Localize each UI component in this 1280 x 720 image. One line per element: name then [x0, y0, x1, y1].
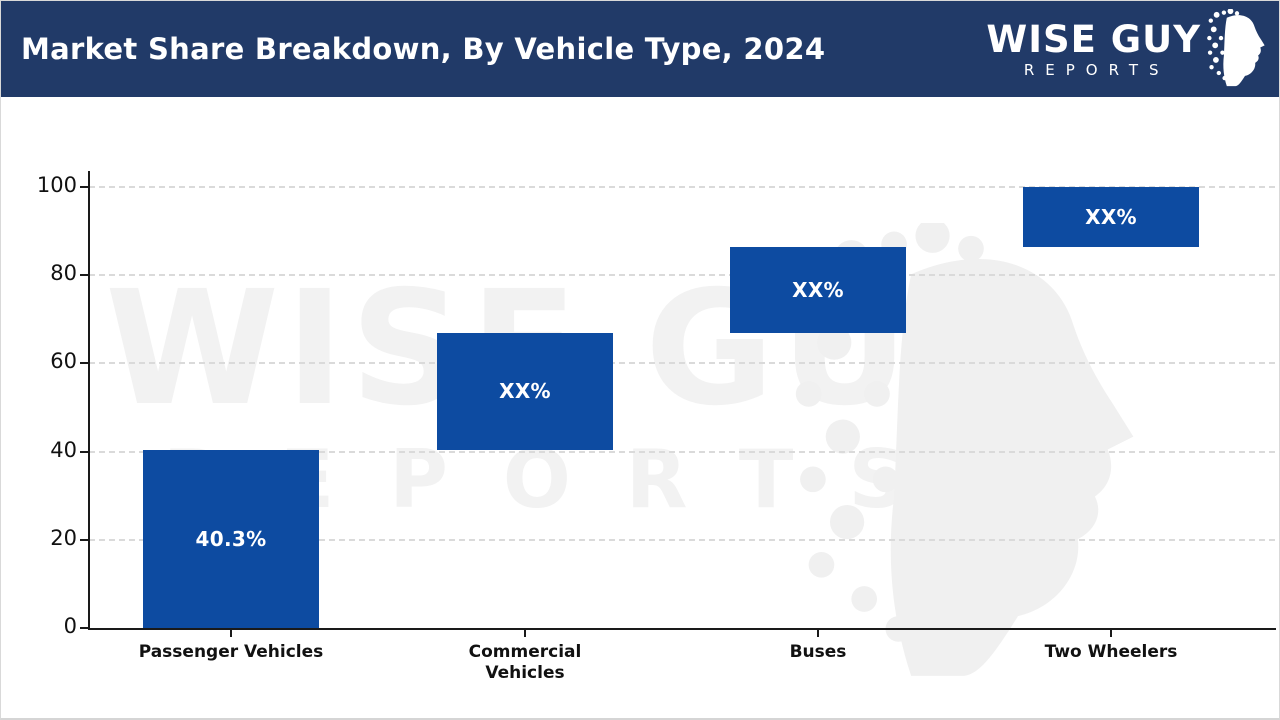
y-axis — [88, 171, 90, 630]
logo-subtext: REPORTS — [1023, 60, 1170, 79]
x-category-label: Passenger Vehicles — [116, 642, 346, 663]
gridline-40 — [89, 450, 1275, 453]
y-tick-40 — [80, 450, 89, 453]
x-category-label: Commercial Vehicles — [410, 642, 640, 684]
gridline-20 — [89, 538, 1275, 541]
y-tick-label-80: 80 — [50, 261, 77, 286]
x-category-label-line: Passenger Vehicles — [138, 642, 324, 662]
x-tick-2 — [817, 630, 819, 637]
x-category-label-line: Vehicles — [485, 663, 565, 683]
x-tick-1 — [524, 630, 526, 637]
y-tick-100 — [80, 186, 89, 188]
x-category-label-line: Two Wheelers — [1044, 642, 1178, 662]
chart-title: Market Share Breakdown, By Vehicle Type,… — [21, 32, 826, 66]
bar-buses: XX% — [730, 246, 906, 333]
bar-passenger-vehicles: 40.3% — [143, 450, 319, 628]
logo-text: WISE GUY REPORTS — [986, 17, 1201, 79]
logo-wordmark: WISE GUY — [986, 17, 1201, 61]
bar-value-label: XX% — [1085, 204, 1137, 229]
y-tick-label-20: 20 — [50, 525, 77, 550]
y-tick-20 — [80, 538, 89, 541]
gridline-100 — [89, 186, 1275, 188]
gridline-60 — [89, 362, 1275, 365]
x-category-label: Buses — [703, 642, 933, 663]
y-tick-label-60: 60 — [50, 349, 77, 374]
gridline-80 — [89, 274, 1275, 277]
y-tick-label-40: 40 — [50, 437, 77, 462]
y-tick-0 — [80, 627, 89, 629]
x-category-label: Two Wheelers — [996, 642, 1226, 663]
x-axis — [88, 628, 1276, 630]
x-tick-3 — [1110, 630, 1112, 637]
x-category-label-line: Buses — [789, 642, 847, 662]
bar-two-wheelers: XX% — [1023, 187, 1199, 247]
x-category-label-line: Commercial — [468, 642, 582, 662]
wiseguy-logo: WISE GUY REPORTS — [986, 7, 1269, 91]
bar-value-label: XX% — [499, 379, 551, 404]
y-tick-label-100: 100 — [36, 173, 77, 197]
logo-head-icon — [1207, 9, 1265, 87]
y-tick-label-0: 0 — [63, 614, 77, 638]
y-tick-60 — [80, 362, 89, 365]
header: Market Share Breakdown, By Vehicle Type,… — [1, 1, 1279, 97]
x-tick-0 — [230, 630, 232, 637]
bar-value-label: XX% — [792, 277, 844, 302]
bar-value-label: 40.3% — [195, 527, 267, 552]
y-tick-80 — [80, 274, 89, 277]
bar-commercial-vehicles: XX% — [437, 332, 613, 451]
